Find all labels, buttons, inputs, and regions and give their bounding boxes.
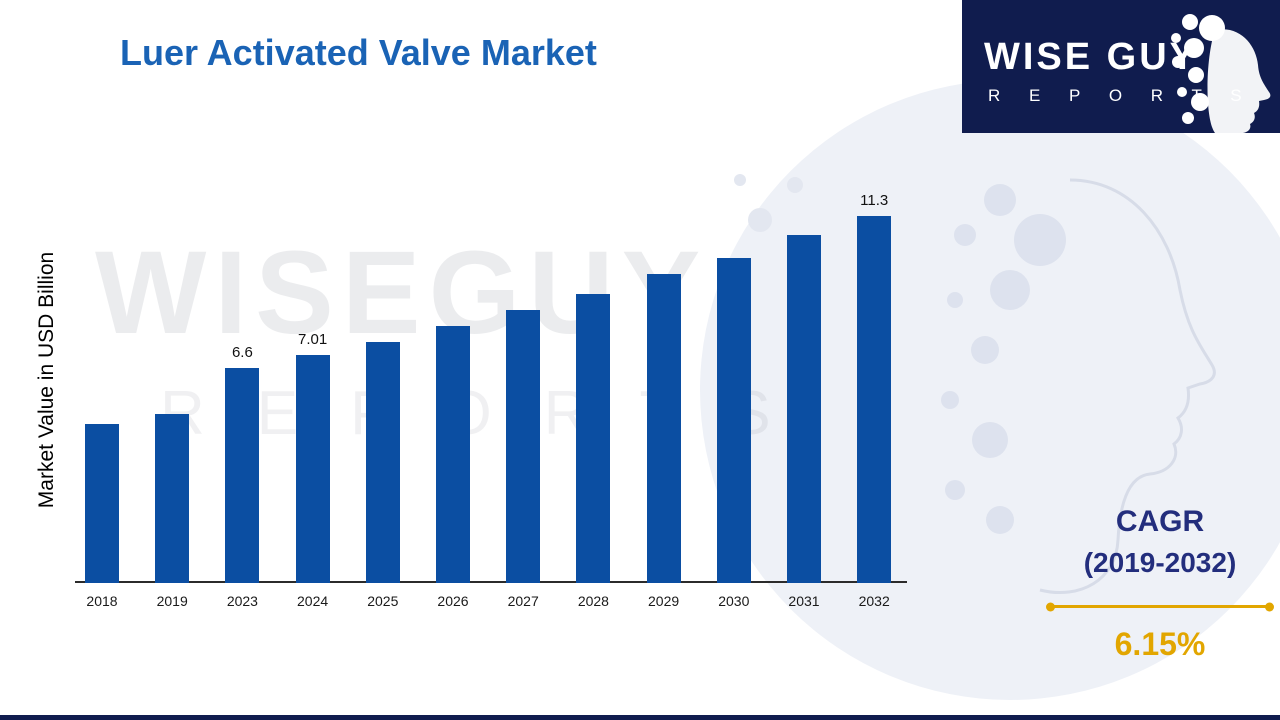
x-tick-2030: 2030 [718, 593, 750, 609]
x-tick-2024: 2024 [297, 593, 329, 609]
x-tick-2029: 2029 [648, 593, 680, 609]
x-tick-2028: 2028 [577, 593, 609, 609]
bar-plot: 2018 2019 6.6 2023 7.01 2024 2025 2026 2027 2028 2… [75, 180, 907, 609]
bar-2032 [857, 216, 892, 583]
bottom-accent-strip [0, 715, 1280, 720]
page-title: Luer Activated Valve Market [120, 32, 597, 73]
cagr-divider-line [1050, 605, 1270, 608]
x-tick-2032: 2032 [858, 593, 890, 609]
x-tick-2018: 2018 [86, 593, 118, 609]
background-face-watermark [734, 174, 1216, 595]
cagr-range: (2019-2032) [1083, 547, 1237, 578]
bar-2030 [716, 258, 751, 583]
bar-2018 [85, 424, 119, 583]
bar-2028 [576, 294, 611, 583]
x-tick-2023: 2023 [226, 593, 258, 609]
bar-value-label-2024: 7.01 [297, 331, 328, 348]
bar-2023 [225, 368, 260, 583]
bar-2029 [646, 274, 681, 583]
x-tick-2027: 2027 [507, 593, 539, 609]
x-tick-2019: 2019 [156, 593, 188, 609]
bar-2026 [436, 326, 470, 583]
bar-chart: Market Value in USD Billion 2018 2019 6.6 2… [35, 180, 907, 609]
cagr-block: CAGR (2019-2032) 6.15% [1040, 505, 1280, 663]
x-tick-2031: 2031 [788, 593, 820, 609]
logo-face-icon [1171, 14, 1271, 133]
bar-value-label-2032: 11.3 [860, 192, 889, 209]
x-tick-2026: 2026 [437, 593, 469, 609]
bar-2027 [506, 310, 541, 583]
bar-value-label-2023: 6.6 [231, 344, 253, 361]
bar-2031 [787, 235, 821, 583]
logo-wiseguy-text: WISE GUY [984, 36, 1199, 78]
y-axis-label: Market Value in USD Billion [35, 251, 58, 509]
cagr-value: 6.15% [1114, 626, 1206, 662]
logo-box: WISE GUY R E P O R T S [962, 0, 1280, 133]
x-tick-2025: 2025 [367, 593, 399, 609]
cagr-heading: CAGR [1115, 505, 1205, 538]
bar-2019 [155, 414, 190, 583]
bar-2024 [295, 355, 330, 583]
bar-2025 [365, 342, 400, 583]
